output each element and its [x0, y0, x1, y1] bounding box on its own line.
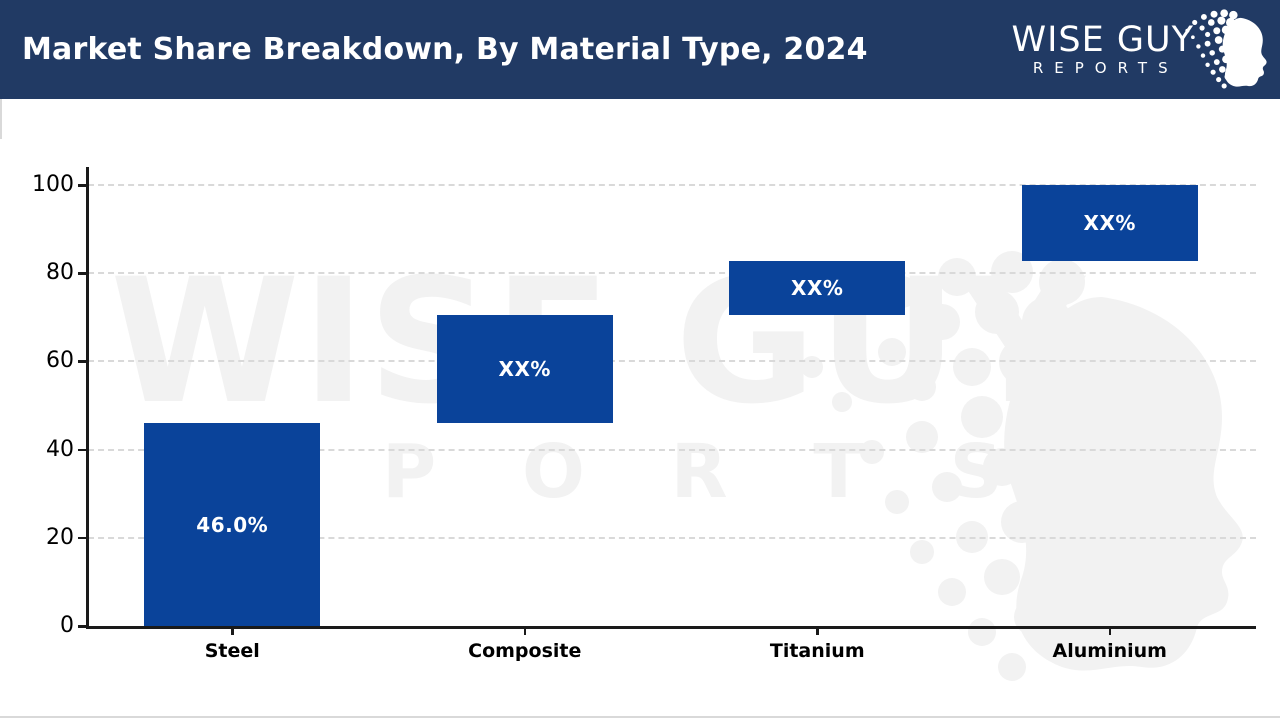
- y-axis-line: [86, 167, 89, 628]
- x-category-label-composite: Composite: [468, 640, 582, 662]
- gridline-20: [88, 536, 1256, 539]
- waterfall-chart: 0 20 40 60 80 100 46.0% Steel XX% Composite XX% Tit…: [0, 99, 1280, 718]
- y-tickmark-40: [78, 448, 86, 452]
- gridline-40: [88, 448, 1256, 451]
- gridline-100: [88, 184, 1256, 186]
- wise-guy-logo: WISE GUY REPORTS: [1011, 5, 1280, 95]
- x-axis-line: [86, 626, 1256, 629]
- y-tick-label-60: 60: [46, 348, 74, 374]
- dotted-face-profile-watermark: [801, 251, 1243, 681]
- y-tickmark-100: [78, 184, 86, 187]
- x-tickmark-aluminium: [1108, 628, 1112, 635]
- bar-aluminium: XX%: [1021, 185, 1198, 261]
- bottom-border: [0, 716, 1280, 718]
- bar-titanium: XX%: [729, 260, 906, 315]
- logo-wordmark: WISE GUY REPORTS: [1011, 19, 1194, 78]
- header: Market Share Breakdown, By Material Type…: [0, 0, 1280, 99]
- logo-wordmark-line2: REPORTS: [1032, 59, 1179, 78]
- x-tickmark-composite: [523, 628, 527, 635]
- y-tick-label-20: 20: [46, 524, 74, 550]
- y-tickmark-0: [78, 625, 86, 628]
- bar-value-label-titanium: XX%: [791, 275, 844, 300]
- x-tickmark-titanium: [816, 628, 819, 635]
- x-category-label-steel: Steel: [204, 640, 260, 662]
- x-category-label-aluminium: Aluminium: [1052, 640, 1167, 662]
- bar-value-label-steel: 46.0%: [196, 512, 269, 537]
- gridline-80: [88, 272, 1256, 275]
- left-border: [0, 99, 2, 139]
- y-tickmark-60: [78, 360, 86, 363]
- x-tickmark-steel: [231, 628, 234, 635]
- x-category-label-titanium: Titanium: [769, 640, 865, 662]
- page-title: Market Share Breakdown, By Material Type…: [22, 32, 868, 67]
- y-tick-label-40: 40: [46, 436, 74, 462]
- bar-value-label-composite: XX%: [498, 356, 551, 381]
- y-tickmark-20: [78, 536, 86, 540]
- bar-value-label-aluminium: XX%: [1083, 210, 1136, 235]
- gridline-60: [88, 360, 1256, 363]
- dotted-face-profile-icon: [1185, 8, 1267, 89]
- y-tickmark-80: [78, 272, 86, 275]
- y-tick-label-0: 0: [60, 613, 74, 638]
- bar-composite: XX%: [436, 314, 613, 424]
- bar-steel: 46.0%: [144, 423, 321, 626]
- logo-wordmark-line1: WISE GUY: [1011, 19, 1194, 60]
- y-tick-label-100: 100: [32, 172, 74, 197]
- chart-area: WISE GUY P O R T S 0 20 40 60 80 100 46.0: [0, 99, 1280, 718]
- y-tick-label-80: 80: [46, 260, 74, 286]
